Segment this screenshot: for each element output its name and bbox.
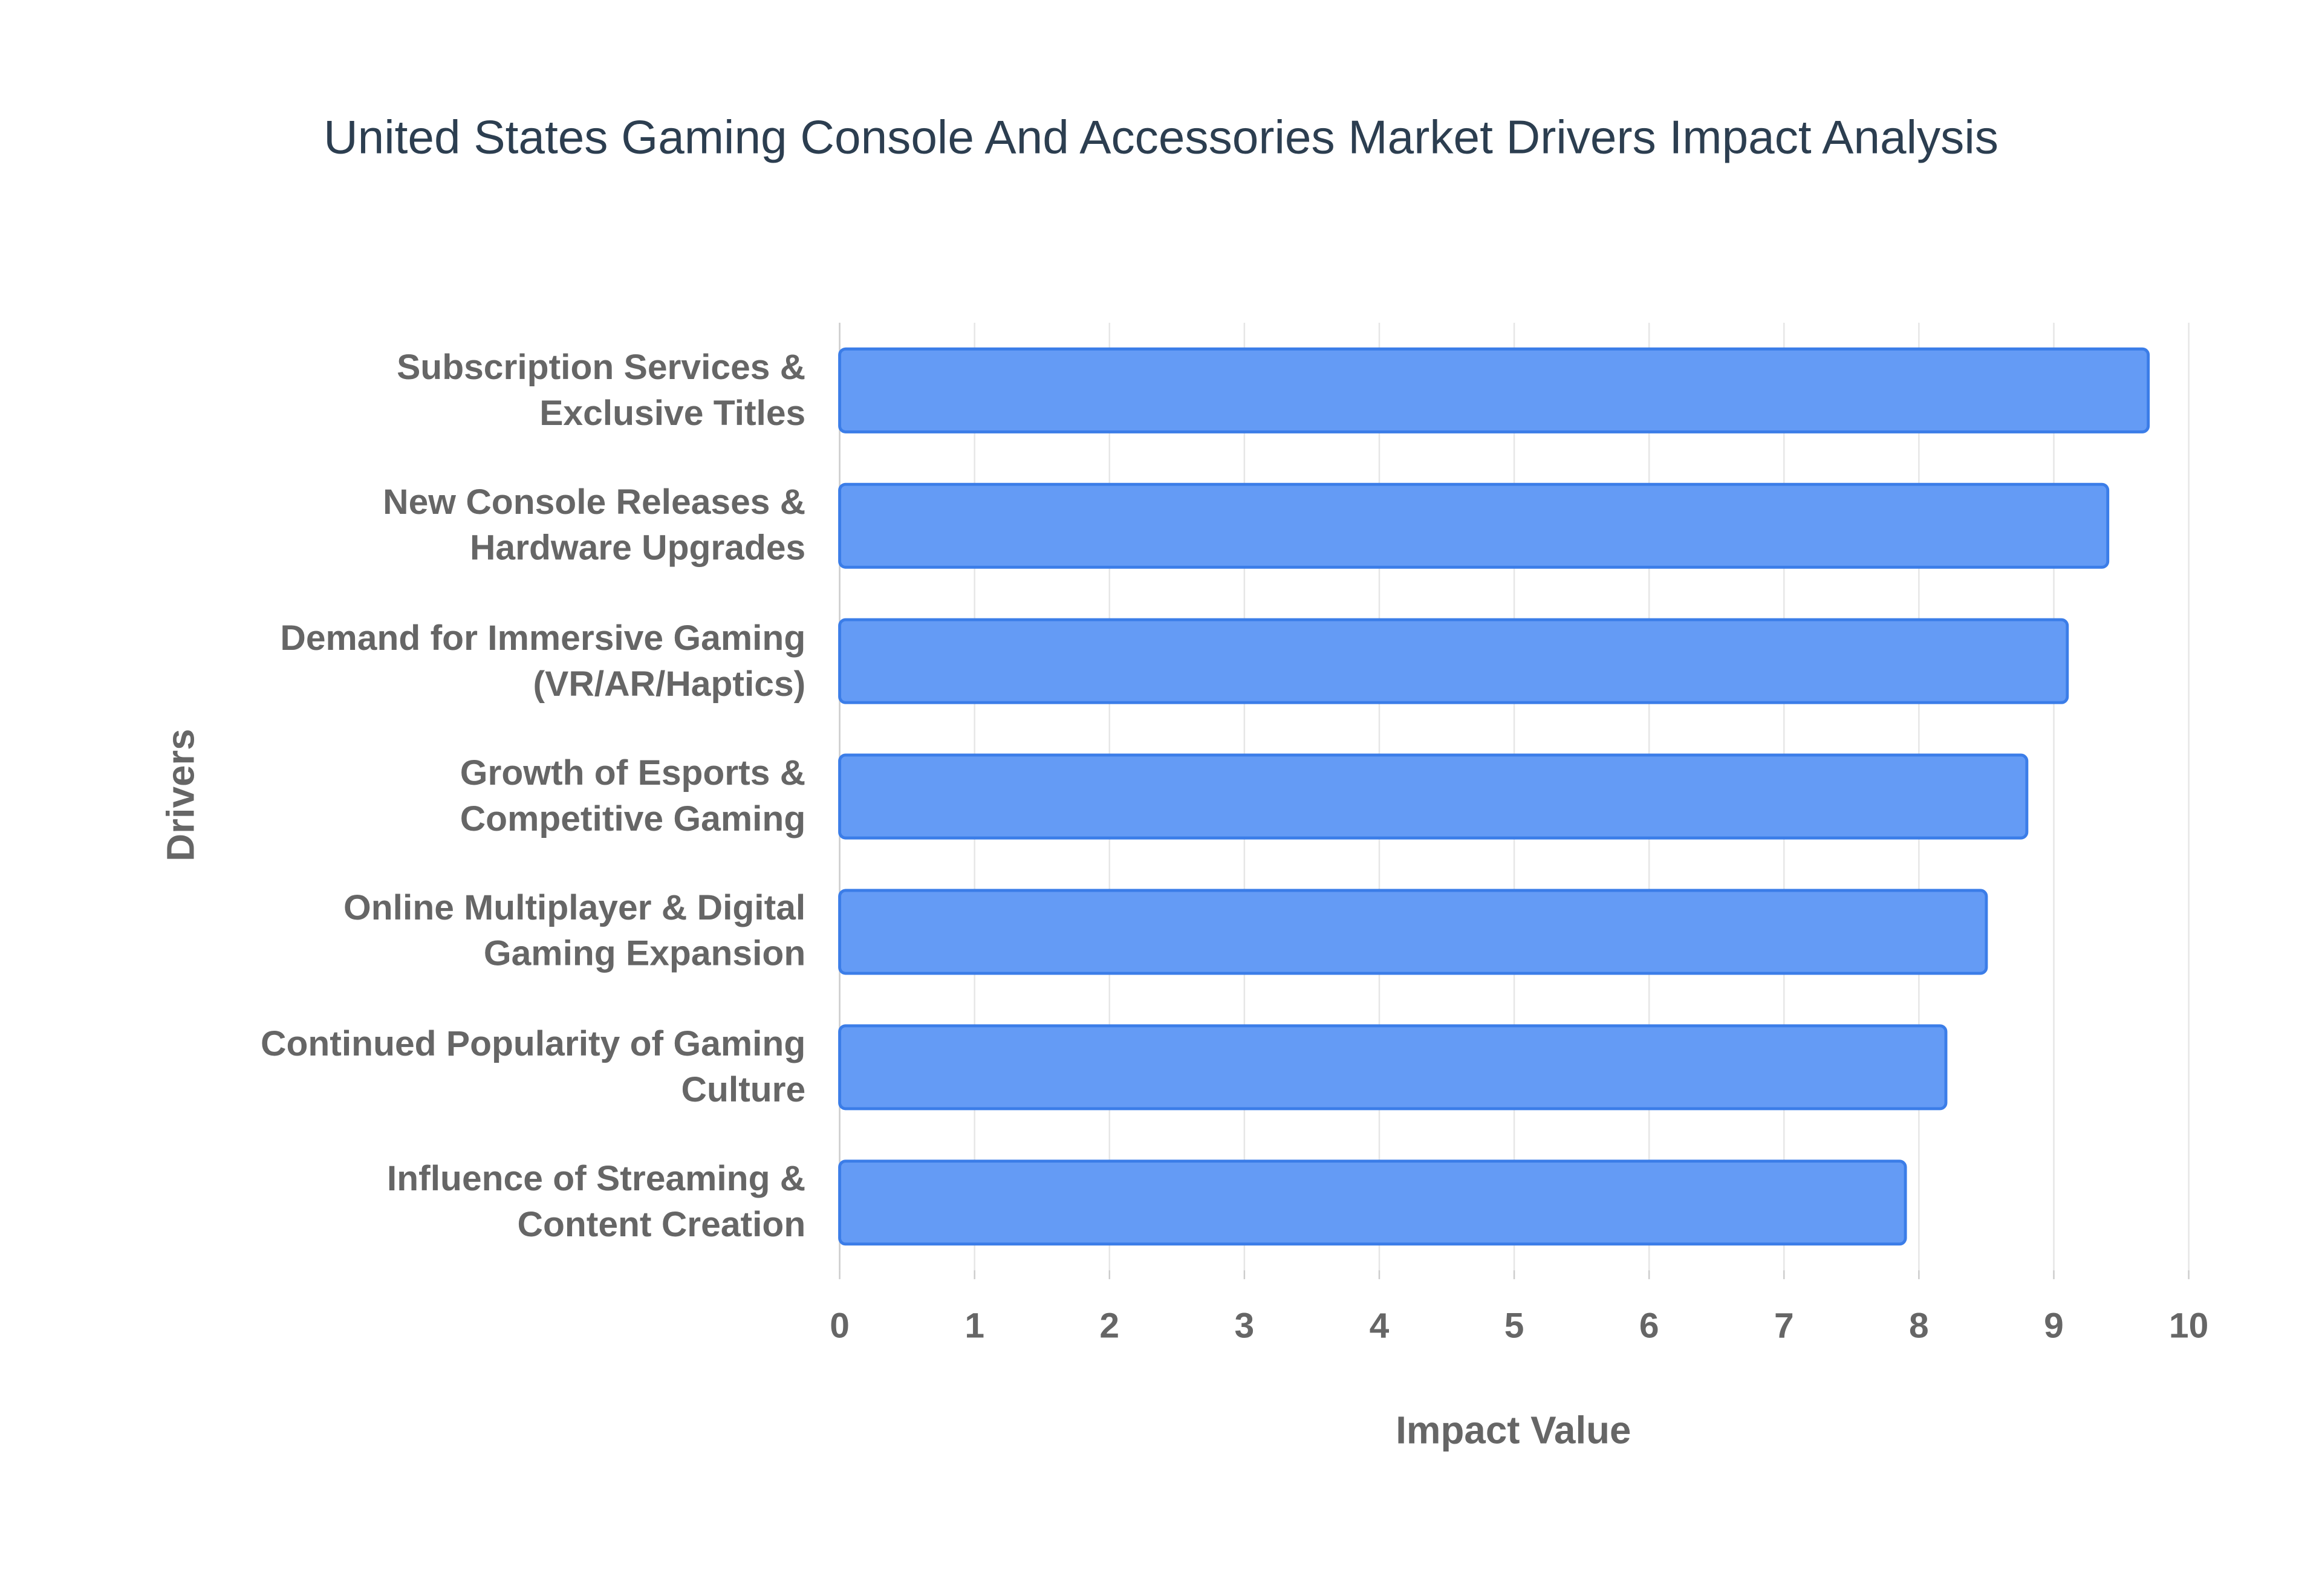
x-tick-label: 6 [1639, 1306, 1659, 1345]
x-tick-label: 7 [1774, 1306, 1794, 1345]
y-tick-label-box: Subscription Services & Exclusive Titles [222, 324, 805, 457]
y-tick-label-box: Continued Popularity of Gaming Culture [222, 1001, 805, 1134]
y-tick-label-box: New Console Releases & Hardware Upgrades [222, 459, 805, 592]
bar [838, 889, 1988, 975]
x-tick-label: 4 [1370, 1306, 1390, 1345]
y-tick-label-box: Growth of Esports & Competitive Gaming [222, 730, 806, 863]
y-tick-label: Continued Popularity of Gaming Culture [261, 1024, 806, 1111]
y-tick-label-box: Influence of Streaming & Content Creatio… [222, 1136, 805, 1269]
y-tick-label-wrap: Continued Popularity of Gaming Culture [222, 1001, 805, 1134]
bar [838, 753, 2029, 840]
y-tick-label-wrap: Growth of Esports & Competitive Gaming [222, 730, 806, 863]
y-tick-label: Growth of Esports & Competitive Gaming [460, 753, 806, 840]
y-tick-label: Subscription Services & Exclusive Titles [397, 347, 806, 433]
bar [838, 1160, 1907, 1246]
bar [838, 347, 2150, 433]
y-tick-label-wrap: Demand for Immersive Gaming (VR/AR/Hapti… [222, 594, 805, 727]
x-tick-label: 0 [830, 1306, 850, 1345]
y-tick-label: Online Multiplayer & Digital Gaming Expa… [343, 889, 806, 975]
x-tick-label: 10 [2169, 1306, 2208, 1345]
y-axis-title: Drivers [159, 728, 202, 861]
y-tick-label-wrap: Influence of Streaming & Content Creatio… [222, 1136, 805, 1269]
bar [838, 618, 2069, 704]
x-tick-label: 3 [1235, 1306, 1255, 1345]
x-axis-title: Impact Value [1396, 1409, 1631, 1452]
y-tick-label-wrap: Subscription Services & Exclusive Titles [222, 324, 805, 457]
x-tick-label: 8 [1909, 1306, 1929, 1345]
x-tick-label: 2 [1099, 1306, 1119, 1345]
y-tick-label-box: Online Multiplayer & Digital Gaming Expa… [222, 865, 805, 998]
bar [838, 482, 2110, 569]
chart-title: United States Gaming Console And Accesso… [324, 110, 1998, 163]
y-tick-label: Influence of Streaming & Content Creatio… [386, 1160, 806, 1246]
y-tick-label-wrap: New Console Releases & Hardware Upgrades [222, 459, 805, 592]
bar [838, 1024, 1948, 1111]
x-tick-label: 1 [964, 1306, 984, 1345]
x-tick-label: 9 [2044, 1306, 2064, 1345]
x-tick-label: 5 [1504, 1306, 1524, 1345]
y-tick-label-box: Demand for Immersive Gaming (VR/AR/Hapti… [222, 594, 805, 727]
y-tick-label: New Console Releases & Hardware Upgrades [383, 482, 806, 569]
y-tick-label: Demand for Immersive Gaming (VR/AR/Hapti… [280, 618, 806, 704]
y-tick-label-wrap: Online Multiplayer & Digital Gaming Expa… [222, 865, 805, 998]
